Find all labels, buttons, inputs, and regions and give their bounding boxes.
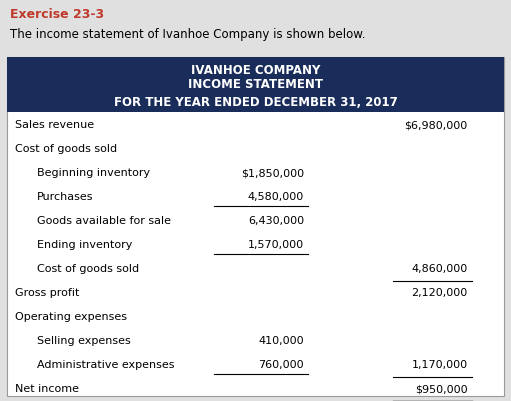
- Text: 2,120,000: 2,120,000: [411, 287, 468, 297]
- Bar: [7, 58, 504, 113]
- Text: 4,860,000: 4,860,000: [411, 263, 468, 273]
- Text: Ending inventory: Ending inventory: [37, 239, 132, 249]
- Text: FOR THE YEAR ENDED DECEMBER 31, 2017: FOR THE YEAR ENDED DECEMBER 31, 2017: [113, 95, 398, 108]
- Text: Beginning inventory: Beginning inventory: [37, 168, 150, 178]
- Text: The income statement of Ivanhoe Company is shown below.: The income statement of Ivanhoe Company …: [10, 28, 365, 41]
- Text: $1,850,000: $1,850,000: [241, 168, 304, 178]
- Text: 6,430,000: 6,430,000: [248, 215, 304, 225]
- Text: Sales revenue: Sales revenue: [15, 120, 94, 130]
- Text: $6,980,000: $6,980,000: [404, 120, 468, 130]
- Text: Net income: Net income: [15, 383, 79, 393]
- Text: Purchases: Purchases: [37, 192, 94, 201]
- Text: Exercise 23-3: Exercise 23-3: [10, 8, 104, 21]
- Text: Cost of goods sold: Cost of goods sold: [37, 263, 139, 273]
- Text: 410,000: 410,000: [259, 335, 304, 345]
- Text: 1,170,000: 1,170,000: [411, 359, 468, 369]
- Text: Gross profit: Gross profit: [15, 287, 79, 297]
- Text: Operating expenses: Operating expenses: [15, 311, 127, 321]
- Text: Administrative expenses: Administrative expenses: [37, 359, 174, 369]
- Text: INCOME STATEMENT: INCOME STATEMENT: [188, 78, 323, 91]
- Text: Selling expenses: Selling expenses: [37, 335, 131, 345]
- Text: Goods available for sale: Goods available for sale: [37, 215, 171, 225]
- Text: Cost of goods sold: Cost of goods sold: [15, 144, 117, 154]
- Text: $950,000: $950,000: [415, 383, 468, 393]
- Text: 4,580,000: 4,580,000: [248, 192, 304, 201]
- Bar: [7, 58, 504, 396]
- Text: 760,000: 760,000: [259, 359, 304, 369]
- Text: IVANHOE COMPANY: IVANHOE COMPANY: [191, 63, 320, 76]
- Text: 1,570,000: 1,570,000: [248, 239, 304, 249]
